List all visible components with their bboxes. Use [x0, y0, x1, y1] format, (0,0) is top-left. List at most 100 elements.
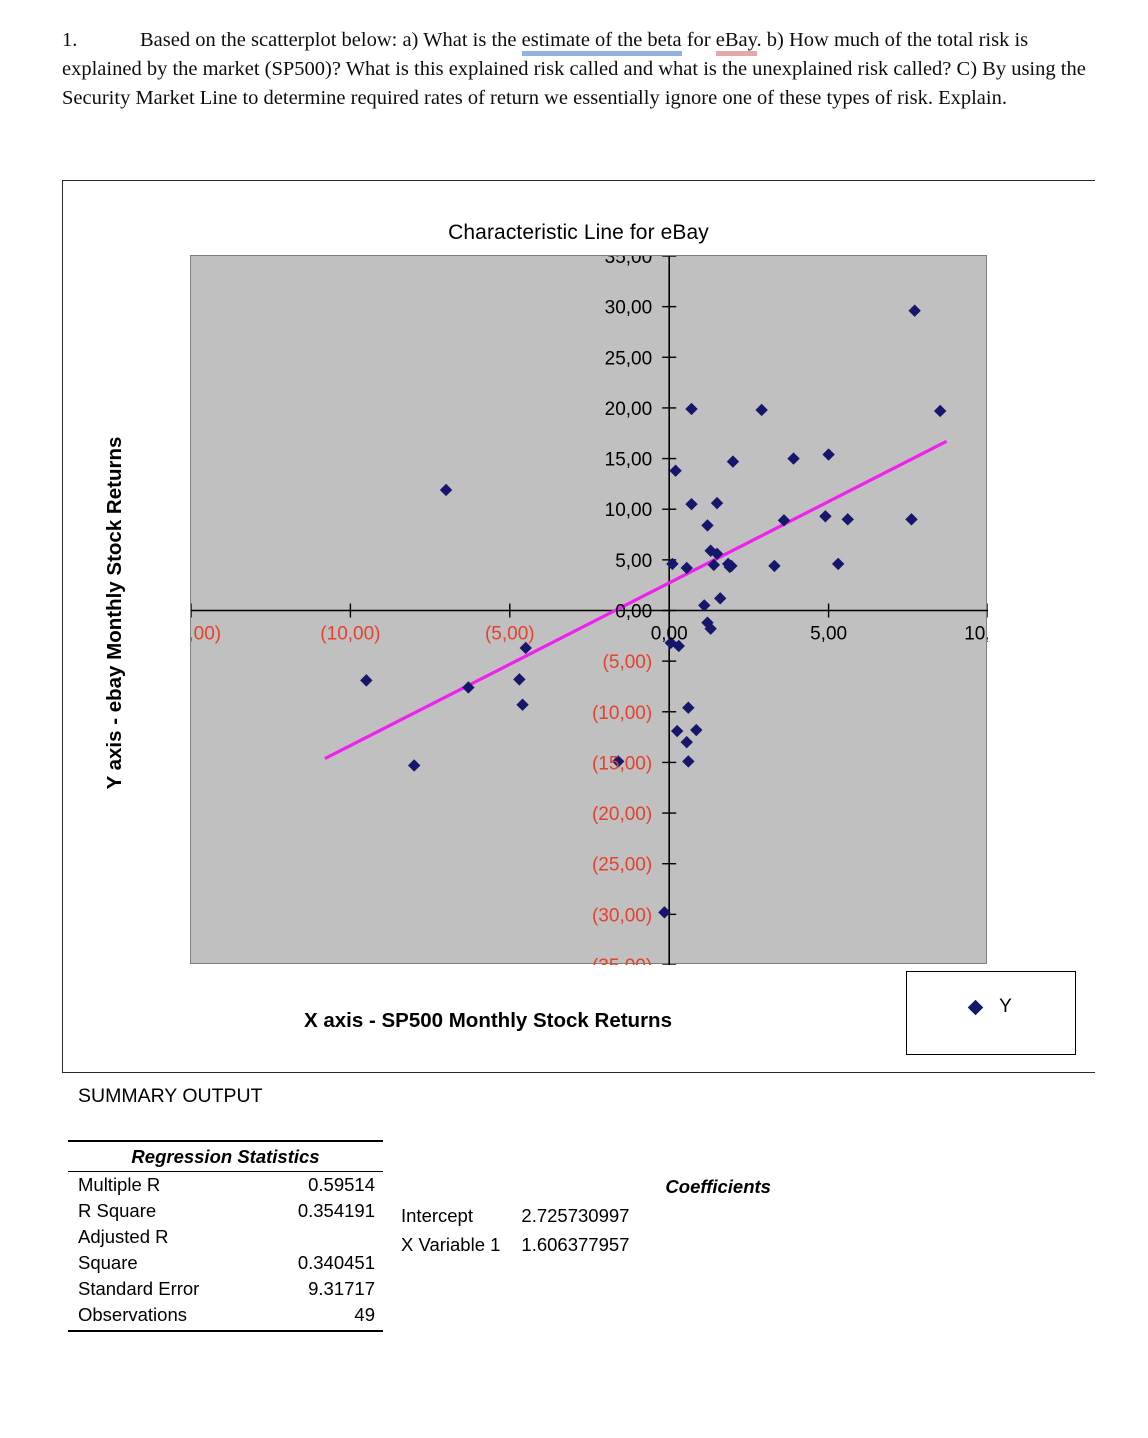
y-tick-label: (20,00)	[592, 804, 652, 825]
table-row: Observations 49	[68, 1302, 383, 1332]
data-point	[710, 496, 724, 510]
stat-value: 9.31717	[308, 1278, 375, 1299]
y-axis-ticks	[662, 256, 677, 965]
data-point	[933, 404, 947, 418]
legend-label: Y	[999, 996, 1012, 1017]
y-tick-label: (30,00)	[592, 905, 652, 926]
x-tick-label: (10,00)	[320, 624, 380, 645]
data-point	[680, 561, 693, 575]
stat-label: Multiple R	[78, 1174, 161, 1195]
stat-value: 0.59514	[308, 1174, 375, 1195]
coefficients-table: Coefficients Intercept 2.725730997 X Variab…	[400, 1172, 772, 1259]
x-axis-tick-labels: (15,00) (10,00) (5,00) 0,00 5,00 10,00	[191, 624, 988, 645]
data-point	[831, 557, 845, 571]
x-tick-label: 0,00	[651, 624, 688, 645]
data-point	[519, 641, 532, 655]
table-row: Intercept 2.725730997	[400, 1201, 772, 1230]
highlight-pink-ebay: eBay	[715, 29, 757, 56]
y-tick-label: 20,00	[605, 399, 653, 420]
data-point	[908, 304, 921, 317]
stat-label: R Square	[78, 1200, 157, 1221]
y-axis-tick-labels: 35,00 30,00 25,00 20,00 15,00 10,00 5,00 0,00 (5…	[592, 256, 652, 965]
y-tick-label: 25,00	[605, 348, 653, 369]
y-tick-label: 35,00	[605, 256, 653, 268]
question-sentence-part-3: . b) How much of the total risk is expla…	[62, 29, 1086, 109]
y-tick-label: (35,00)	[592, 956, 652, 965]
table-row: X Variable 1 1.606377957	[400, 1230, 772, 1259]
data-point	[768, 559, 781, 573]
data-point	[462, 681, 475, 694]
stat-value	[259, 1224, 383, 1250]
table-row: R Square 0.354191	[68, 1198, 383, 1224]
question-sentence-part-2: for	[681, 29, 716, 51]
coefficient-name: X Variable 1	[401, 1234, 501, 1255]
data-point	[819, 510, 832, 523]
y-tick-label: 5,00	[615, 551, 652, 572]
x-tick-label: 5,00	[810, 624, 847, 645]
table-row: Square 0.340451	[68, 1250, 383, 1276]
data-point	[516, 698, 529, 711]
x-tick-label: (15,00)	[191, 624, 221, 645]
data-point	[704, 544, 717, 557]
coefficients-header: Coefficients	[665, 1176, 771, 1197]
chart-legend: Y	[906, 971, 1076, 1055]
table-row: Coefficients	[400, 1172, 772, 1201]
trend-line	[324, 439, 948, 761]
data-point	[680, 735, 693, 749]
stat-label: Standard Error	[78, 1278, 200, 1299]
data-point	[755, 403, 768, 417]
x-tick-label: 10,00	[964, 624, 988, 645]
data-point	[690, 723, 703, 737]
data-point	[714, 592, 727, 605]
data-point	[682, 755, 695, 768]
summary-output-heading: SUMMARY OUTPUT	[78, 1085, 263, 1107]
table-row: Regression Statistics	[68, 1140, 383, 1172]
data-point	[666, 557, 679, 571]
data-point	[726, 455, 740, 468]
stat-label: Observations	[68, 1302, 260, 1332]
data-point-markers	[360, 304, 947, 919]
y-axis-title: Y axis - ebay Monthly Stock Returns	[103, 436, 126, 790]
y-tick-label: 10,00	[605, 500, 653, 521]
y-tick-label: 15,00	[605, 450, 653, 471]
data-point	[682, 701, 695, 714]
data-point	[777, 514, 791, 527]
table-row: Standard Error 9.31717	[68, 1276, 383, 1302]
highlight-blue-estimate-of-the-beta: estimate of the beta	[521, 29, 682, 56]
question-sentence-part-1: Based on the scatterplot below: a) What …	[140, 29, 522, 51]
data-point	[439, 483, 453, 497]
regression-statistics-header: Regression Statistics	[68, 1140, 383, 1172]
data-point	[513, 673, 526, 686]
y-tick-label: (10,00)	[592, 703, 652, 724]
chart-title: Characteristic Line for eBay	[448, 221, 709, 244]
chart-container: Characteristic Line for eBay (15,00) (10,…	[62, 180, 1095, 1073]
data-point	[787, 452, 800, 465]
x-axis-title: X axis - SP500 Monthly Stock Returns	[304, 1009, 672, 1032]
legend-item-y: Y	[907, 996, 1075, 1018]
question-number: 1.	[62, 29, 78, 51]
y-tick-label: 0,00	[615, 602, 652, 623]
data-point	[822, 448, 835, 461]
y-tick-label: 30,00	[605, 298, 653, 319]
y-tick-label: (5,00)	[603, 652, 653, 673]
spacer-cell	[400, 1172, 520, 1201]
data-point	[670, 724, 684, 738]
data-point	[407, 759, 421, 772]
table-row: Multiple R 0.59514	[68, 1172, 383, 1199]
data-point	[685, 402, 698, 416]
y-tick-label: (25,00)	[592, 855, 652, 876]
diamond-marker-icon	[967, 999, 984, 1015]
data-point	[841, 513, 854, 526]
coefficient-value: 2.725730997	[521, 1205, 630, 1226]
data-point	[701, 519, 714, 532]
y-tick-label: (15,00)	[592, 753, 652, 774]
stat-label: Square	[78, 1252, 138, 1273]
data-point	[701, 616, 714, 629]
data-point	[905, 513, 918, 526]
axis-lines	[191, 256, 988, 965]
stat-value: 0.340451	[297, 1252, 375, 1273]
data-point	[669, 464, 682, 477]
data-point	[685, 497, 698, 511]
